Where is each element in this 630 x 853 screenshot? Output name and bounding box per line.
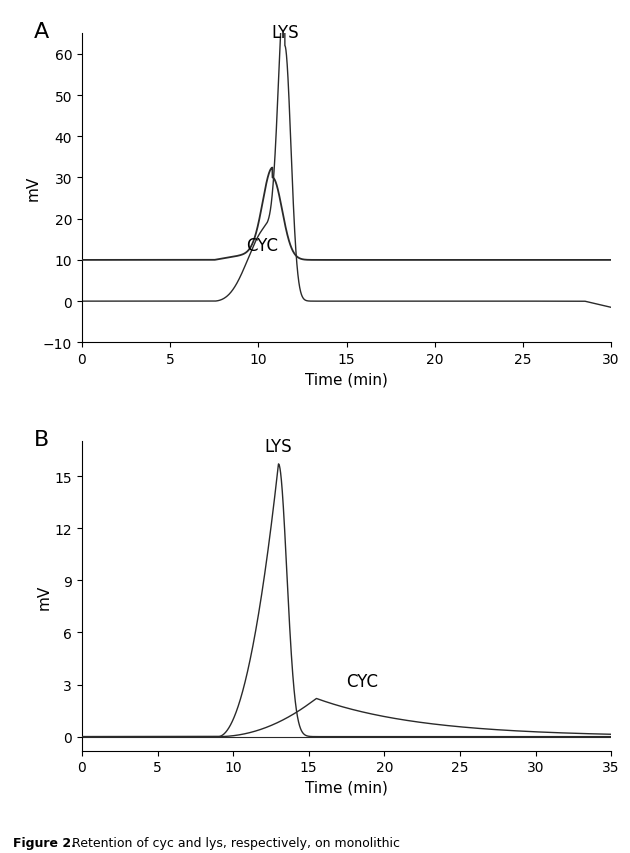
Text: Figure 2.: Figure 2. <box>13 836 76 849</box>
Text: LYS: LYS <box>265 438 292 456</box>
Text: Retention of cyc and lys, respectively, on monolithic: Retention of cyc and lys, respectively, … <box>72 836 401 849</box>
Text: CYC: CYC <box>346 672 379 690</box>
Text: B: B <box>34 429 50 450</box>
Text: A: A <box>34 22 50 42</box>
X-axis label: Time (min): Time (min) <box>305 372 388 387</box>
Text: CYC: CYC <box>246 236 278 254</box>
X-axis label: Time (min): Time (min) <box>305 780 388 795</box>
Text: LYS: LYS <box>271 25 299 43</box>
Y-axis label: mV: mV <box>37 583 52 609</box>
Y-axis label: mV: mV <box>25 176 40 201</box>
